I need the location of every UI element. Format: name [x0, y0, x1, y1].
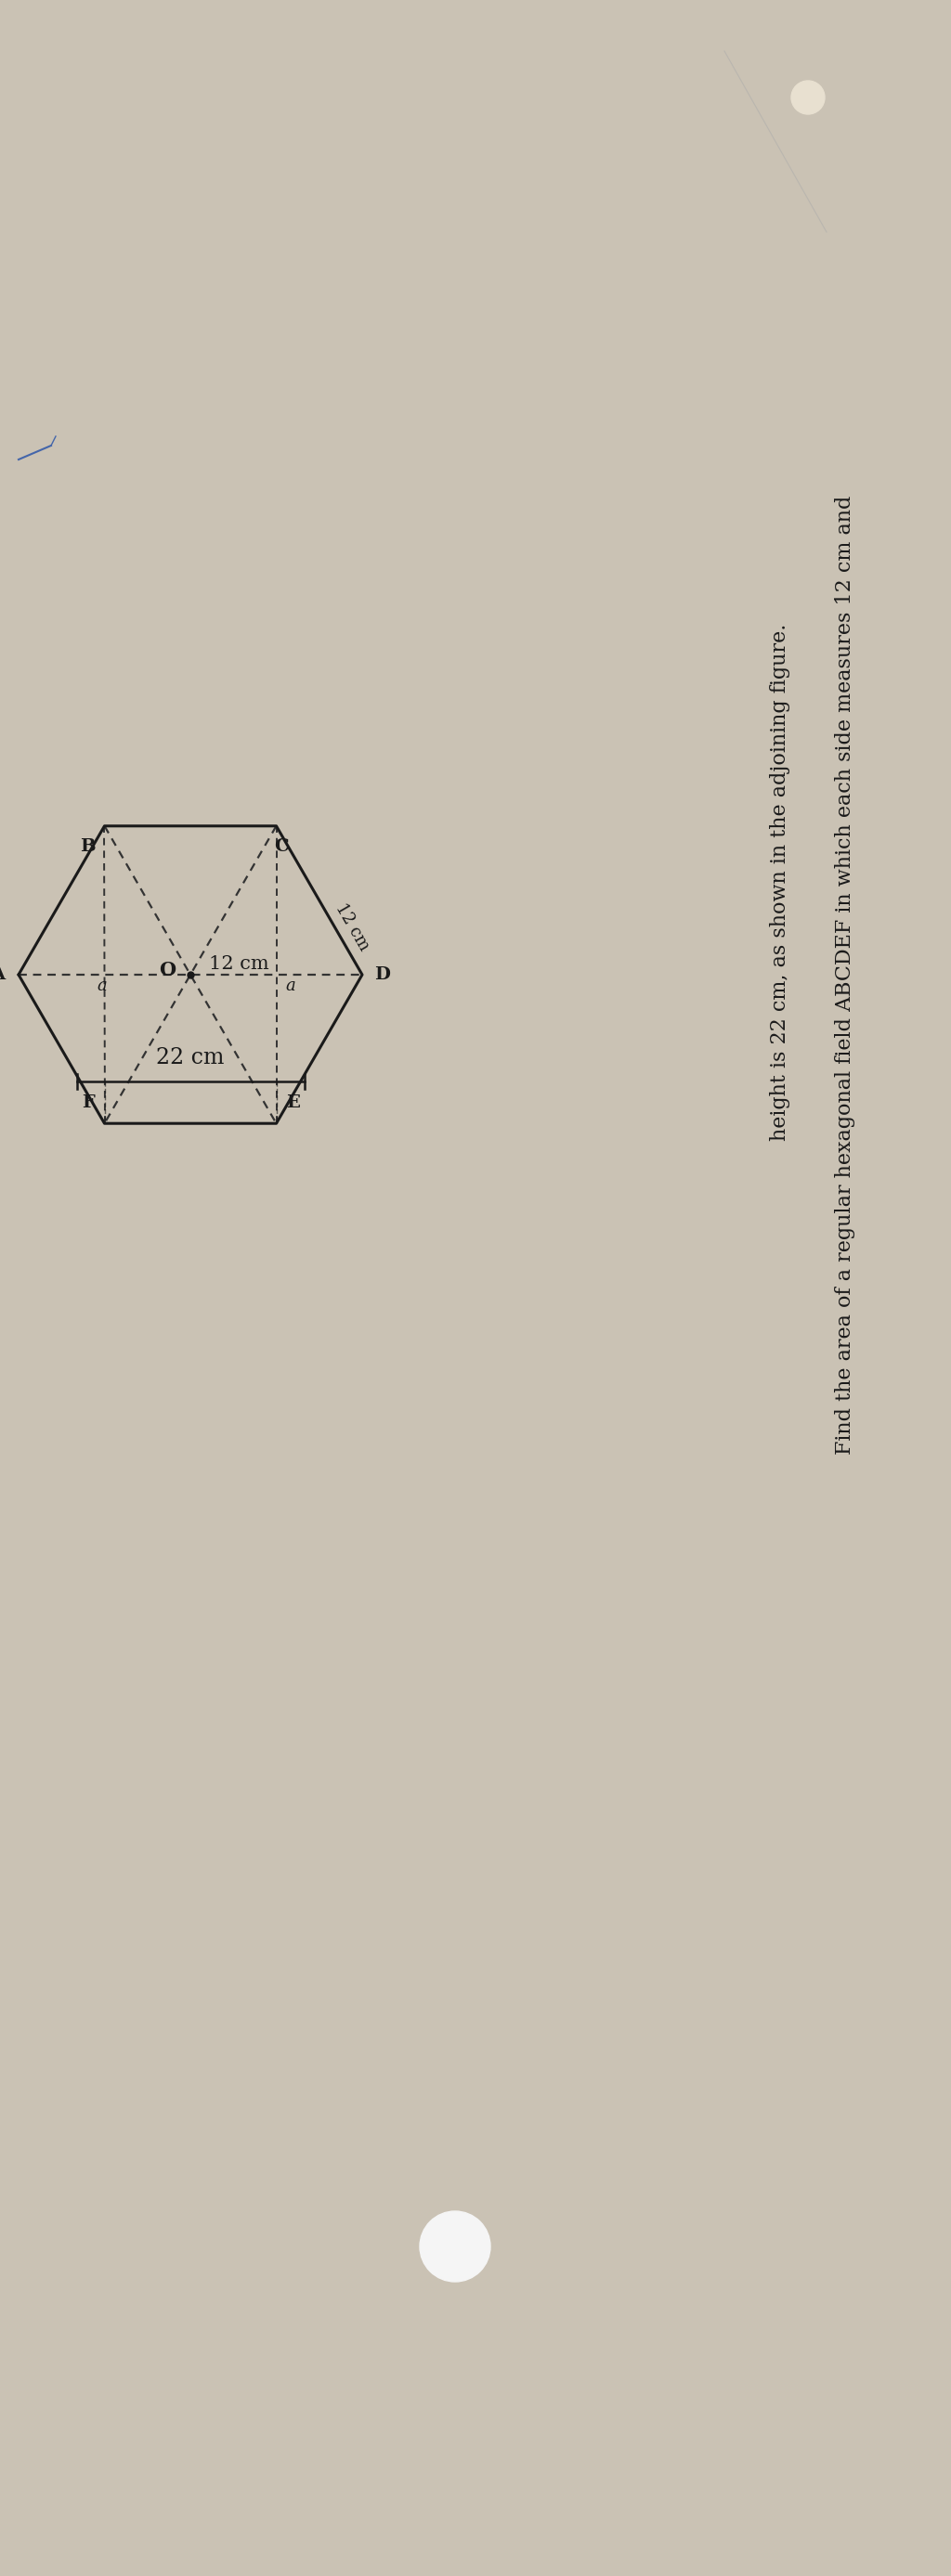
Text: a: a [285, 976, 296, 994]
Text: O: O [159, 961, 176, 979]
Text: D: D [375, 966, 391, 984]
Text: E: E [286, 1095, 300, 1110]
Text: a: a [97, 976, 107, 994]
Text: 22 cm: 22 cm [156, 1048, 224, 1069]
Text: B: B [80, 837, 95, 855]
Text: height is 22 cm, as shown in the adjoining figure.: height is 22 cm, as shown in the adjoini… [770, 623, 790, 1141]
Text: C: C [274, 837, 288, 855]
Circle shape [419, 2210, 491, 2282]
Text: F: F [82, 1095, 94, 1110]
Text: 12 cm: 12 cm [333, 902, 373, 953]
Circle shape [791, 80, 825, 113]
Text: Find the area of a regular hexagonal field ABCDEF in which each side measures 12: Find the area of a regular hexagonal fie… [835, 495, 855, 1455]
Text: 12 cm: 12 cm [209, 956, 269, 971]
Text: A: A [0, 966, 5, 984]
